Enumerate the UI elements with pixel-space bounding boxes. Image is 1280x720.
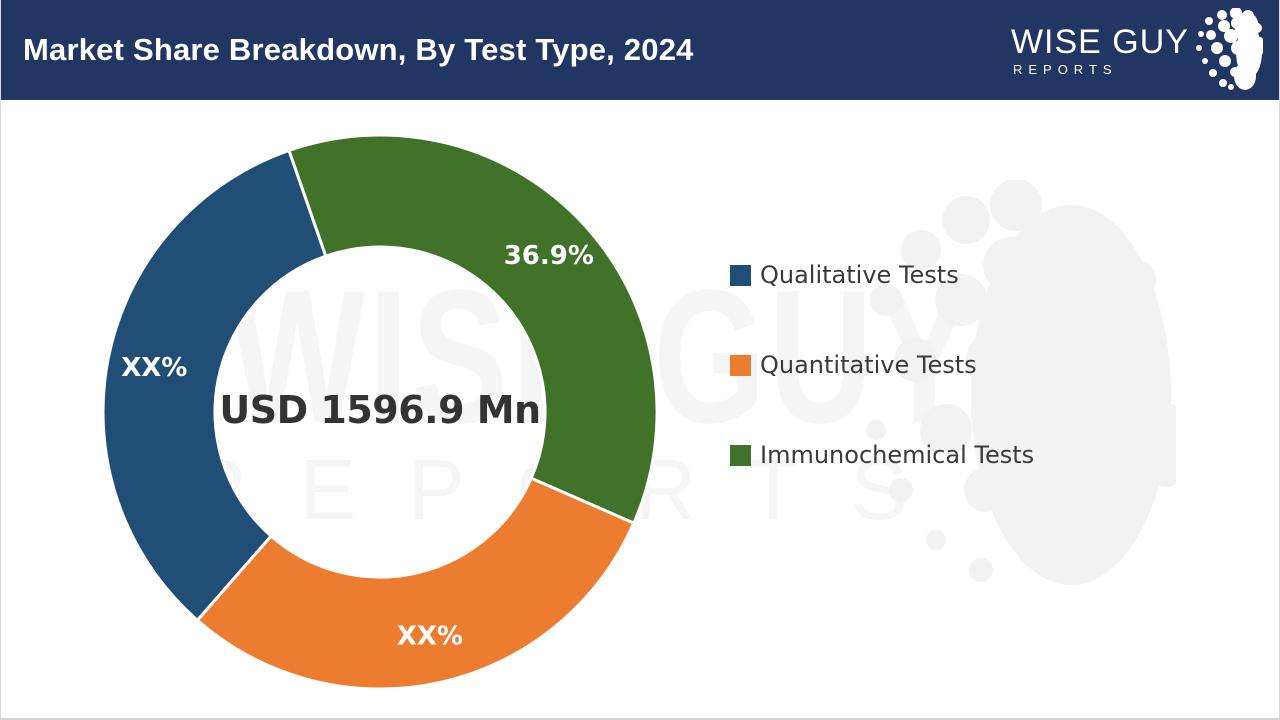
slice-label-qualitative-tests: XX%	[121, 353, 187, 383]
legend-label-quantitative: Quantitative Tests	[760, 351, 977, 379]
page-title: Market Share Breakdown, By Test Type, 20…	[23, 32, 694, 67]
donut-segment-qualitative-tests	[101, 148, 328, 623]
legend-label-qualitative: Qualitative Tests	[760, 261, 959, 289]
legend-swatch-quantitative	[730, 355, 751, 376]
watermark-face	[849, 180, 1176, 585]
legend-item-qualitative: Qualitative Tests	[730, 261, 1034, 290]
header-bar: Market Share Breakdown, By Test Type, 20…	[1, 0, 1279, 100]
slice-label-quantitative-tests: XX%	[397, 622, 463, 652]
donut-segment-quantitative-tests	[195, 476, 636, 691]
donut-segment-immunochemical-tests	[286, 133, 659, 526]
legend-swatch-qualitative	[730, 265, 751, 286]
logo-subtext: REPORTS	[1012, 61, 1118, 77]
logo-wordmark-block: WISE GUY REPORTS	[1011, 25, 1189, 76]
donut-center-value: USD 1596.9 Mn	[219, 388, 540, 432]
logo-wordmark: WISE GUY	[1010, 22, 1189, 61]
legend-item-immunochemical: Immunochemical Tests	[730, 441, 1034, 470]
wise-guy-logo: WISE GUY REPORTS	[1011, 8, 1263, 92]
legend-item-quantitative: Quantitative Tests	[730, 351, 1034, 380]
logo-face-icon	[1196, 8, 1263, 90]
chart-legend: Qualitative Tests Quantitative Tests Imm…	[730, 261, 1034, 531]
legend-swatch-immunochemical	[730, 445, 751, 466]
legend-label-immunochemical: Immunochemical Tests	[760, 441, 1035, 469]
slice-label-immunochemical-tests: 36.9%	[504, 241, 594, 271]
